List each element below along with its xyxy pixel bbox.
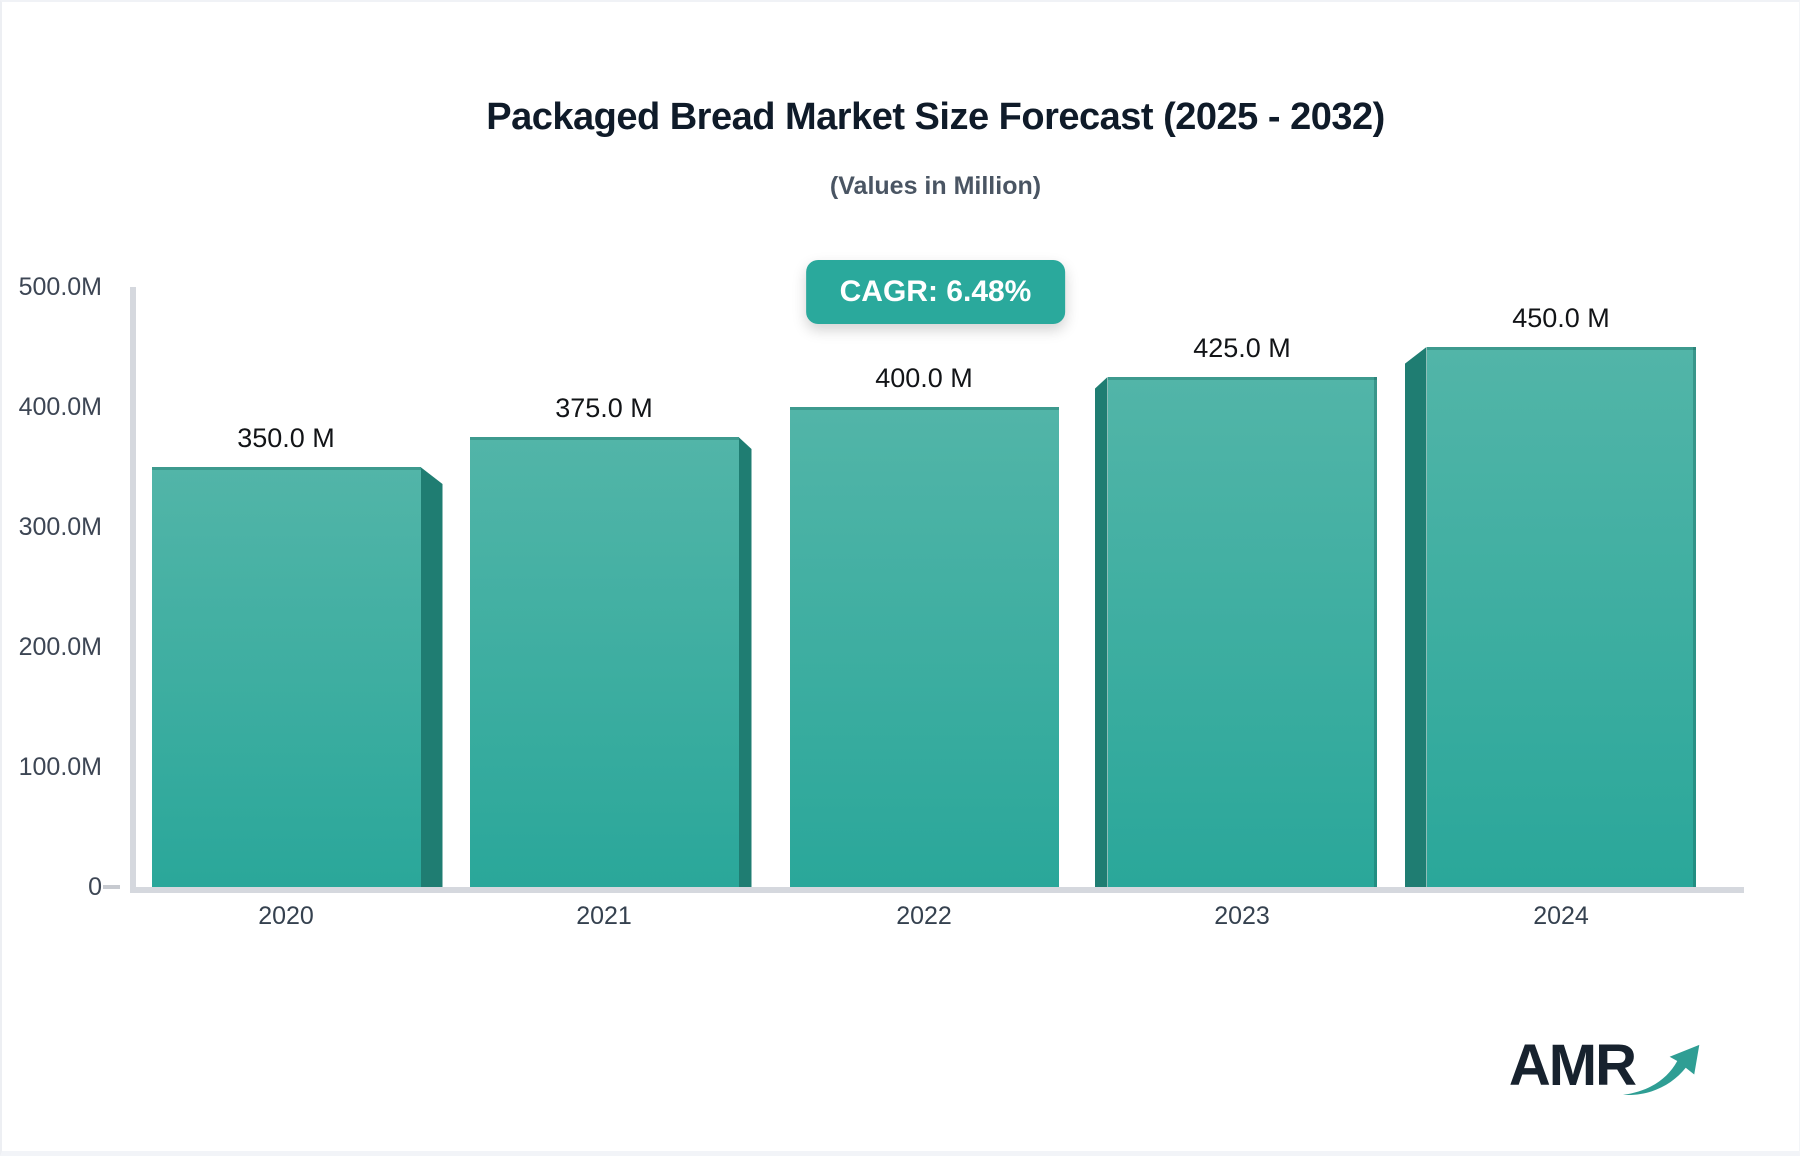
bar-2024 <box>1426 347 1696 887</box>
y-axis-tick-label: 100.0M <box>18 753 102 781</box>
logo-text: AMR <box>1508 1033 1637 1098</box>
bar-2022 <box>789 407 1059 887</box>
y-axis-tick-label: 500.0M <box>18 273 102 301</box>
bar-2021-side-face <box>738 437 752 887</box>
x-axis-tick-label: 2021 <box>576 902 632 930</box>
chart-subtitle: (Values in Million) <box>829 172 1042 200</box>
chart-title: Packaged Bread Market Size Forecast (202… <box>486 96 1385 138</box>
bar-2020 <box>151 467 421 887</box>
bar-2021 <box>469 437 739 887</box>
bar-value-label: 400.0 M <box>875 363 973 393</box>
bar-2020-side-face <box>420 467 443 887</box>
y-axis-tick-label: 400.0M <box>18 393 102 421</box>
x-axis-tick-label: 2023 <box>1214 902 1270 930</box>
y-axis-tick-label: 300.0M <box>18 513 102 541</box>
bar-value-label: 350.0 M <box>237 423 335 453</box>
x-axis-tick-label: 2024 <box>1533 902 1589 930</box>
bar-value-label: 450.0 M <box>1512 303 1610 333</box>
growth-arrow-icon <box>1623 1044 1700 1096</box>
y-axis-tick-label: 0 <box>88 873 102 901</box>
y-axis-tick-label: 200.0M <box>18 633 102 661</box>
zero-tick-mark <box>103 885 120 889</box>
bar-value-label: 425.0 M <box>1193 333 1291 363</box>
x-axis-tick-label: 2022 <box>896 902 952 930</box>
x-axis-tick-label: 2020 <box>258 902 314 930</box>
bar-2024-side-face <box>1404 347 1427 887</box>
cagr-badge: CAGR: 6.48% <box>805 260 1066 324</box>
bar-2023 <box>1107 377 1377 887</box>
x-axis-line <box>130 887 1744 893</box>
y-axis-line <box>130 287 136 893</box>
bar-2023-side-face <box>1094 377 1108 887</box>
bar-value-label: 375.0 M <box>555 393 653 423</box>
brand-logo: AMR <box>1509 1034 1701 1104</box>
